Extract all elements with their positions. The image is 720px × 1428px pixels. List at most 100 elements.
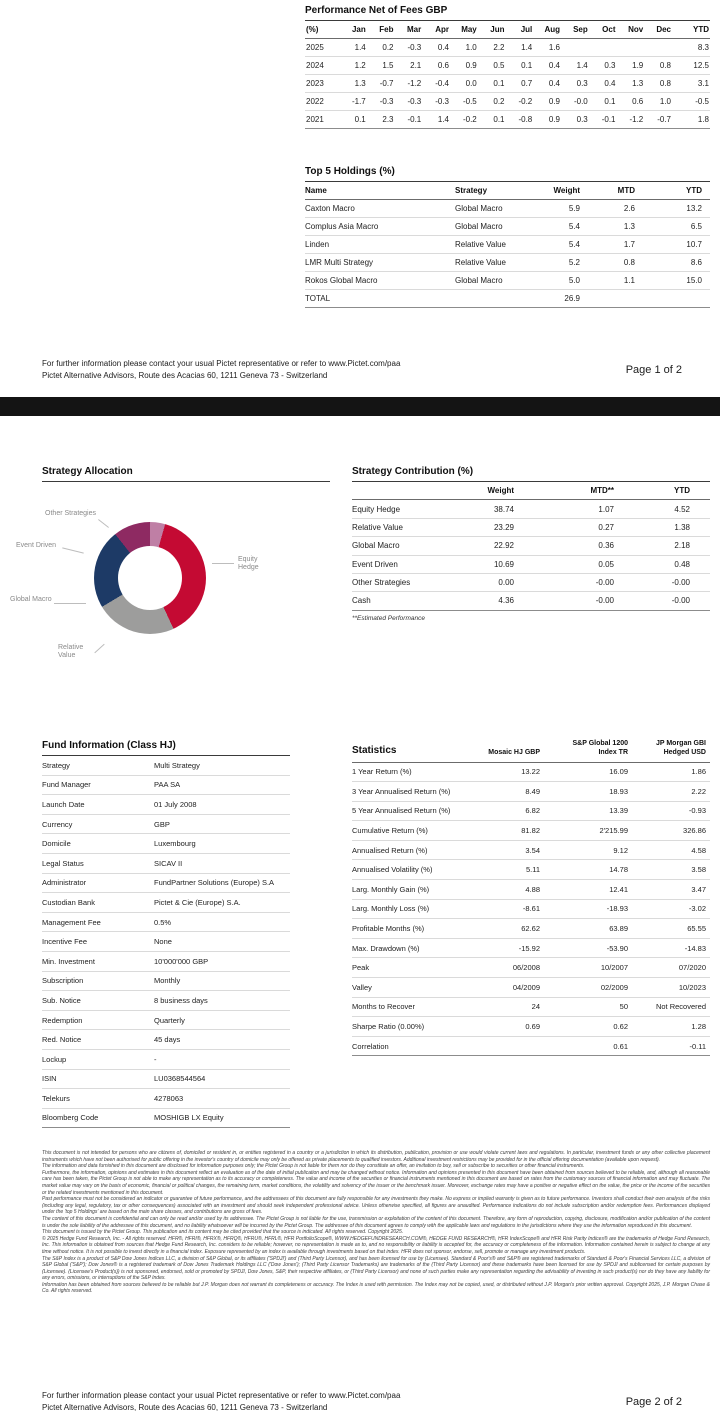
table-row: Lockup - [42, 1049, 290, 1069]
disclaimer-text: This document is not intended for person… [42, 1150, 710, 1295]
table-row: Administrator FundPartner Solutions (Euro… [42, 873, 290, 893]
table-row: Redemption Quarterly [42, 1010, 290, 1030]
column-header: Statistics [352, 745, 397, 756]
footer-address-line: Pictet Alternative Advisors, Route des A… [42, 1403, 328, 1413]
donut-label-equity-hedge: Equity Hedge [238, 556, 259, 572]
table-row: Min. Investment 10'000'000 GBP [42, 951, 290, 972]
column-header: Weight [487, 486, 514, 496]
holdings-section: Top 5 Holdings (%) Name Strategy Weight MTD… [305, 166, 710, 308]
donut-label-event-driven: Event Driven [16, 542, 57, 549]
statistics-section: Statistics Mosaic HJ GBP S&P Global 1200 I… [352, 738, 710, 1056]
performance-table: (%) Jan Feb Mar Apr May Jun Jul Aug Sep Oct Nov Dec Y… [305, 21, 710, 129]
table-row: ISIN LU0368544564 [42, 1069, 290, 1089]
column-header: Aug [544, 25, 560, 34]
table-row: Red. Notice 45 days [42, 1030, 290, 1050]
table-row: Custodian Bank Pictet & Cie (Europe) S.A. [42, 893, 290, 913]
performance-section: Performance Net of Fees GBP (%) Jan Feb Mar… [305, 5, 710, 129]
table-row: Profitable Months (%) 62.62 63.89 65.55 [352, 919, 710, 939]
strategy-allocation-chart: Other Strategies Event Driven Global Mac… [0, 492, 340, 682]
column-header: May [461, 25, 477, 34]
strategy-contribution-section: Strategy Contribution (%) Weight MTD** YTD… [352, 466, 710, 622]
table-row: Equity Hedge 38.74 1.07 4.52 [352, 500, 710, 519]
estimated-performance-note: **Estimated Performance [352, 614, 425, 622]
column-header: Mar [407, 25, 422, 34]
table-row: Cumulative Return (%) 81.82 2'215.99 326.86 [352, 821, 710, 841]
donut-label-relative-value: Relative Value [58, 644, 84, 660]
column-header: (%) [306, 25, 319, 34]
table-row: 3 Year Annualised Return (%) 8.49 18.93 2.2… [352, 782, 710, 802]
table-row: Annualised Volatility (%) 5.11 14.78 3.58 [352, 860, 710, 880]
table-row: Currency GBP [42, 814, 290, 834]
table-row: Bloomberg Code MOSHIGB LX Equity [42, 1108, 290, 1128]
leader-line [54, 603, 86, 604]
table-row: Management Fee 0.5% [42, 912, 290, 932]
table-row: Other Strategies 0.00 -0.00 -0.00 [352, 573, 710, 592]
table-row: Complus Asia Macro Global Macro 5.4 1.3 6.5 [305, 218, 710, 236]
column-header: Name [305, 186, 327, 195]
page1-number: Page 1 of 2 [625, 364, 682, 376]
column-header: Jun [490, 25, 505, 34]
table-row: 5 Year Annualised Return (%) 6.82 13.39 -0.… [352, 801, 710, 821]
table-row: Telekurs 4278063 [42, 1089, 290, 1109]
table-row: 2024 1.2 1.5 2.1 0.6 0.9 0.5 0.1 0.4 1.4 0.3 1.9 0.8… [305, 57, 710, 75]
leader-line [98, 519, 109, 528]
column-header: YTD [693, 25, 709, 34]
fund-information-section: Fund Information (Class HJ) Strategy Mult… [42, 740, 290, 1128]
holdings-title: Top 5 Holdings (%) [305, 166, 710, 182]
column-header: S&P Global 1200 Index TR [572, 740, 628, 756]
table-row: Caxton Macro Global Macro 5.9 2.6 13.2 [305, 200, 710, 218]
column-header: Jan [351, 25, 366, 34]
column-header [352, 482, 462, 500]
column-header: Weight [553, 186, 580, 195]
page2-number: Page 2 of 2 [625, 1396, 682, 1408]
table-row: Launch Date 01 July 2008 [42, 795, 290, 815]
column-header: Strategy [455, 186, 488, 195]
column-header: JP Morgan GBI Hedged USD [655, 740, 706, 756]
table-row: Cash 4.36 -0.00 -0.00 [352, 592, 710, 611]
column-header: Jul [520, 25, 533, 34]
table-row: Valley 04/2009 02/2009 10/2023 [352, 978, 710, 998]
table-row: Peak 06/2008 10/2007 07/2020 [352, 958, 710, 978]
page-break-bar [0, 397, 720, 416]
column-header: Oct [602, 25, 616, 34]
table-row: LMR Multi Strategy Relative Value 5.2 0.8 8.… [305, 254, 710, 272]
table-row: Legal Status SICAV II [42, 853, 290, 874]
table-row: Domicile Luxembourg [42, 834, 290, 854]
column-header: YTD [686, 186, 702, 195]
column-header: MTD [617, 186, 635, 195]
performance-title: Performance Net of Fees GBP [305, 5, 710, 21]
column-header: Dec [656, 25, 671, 34]
column-header: MTD** [590, 486, 614, 496]
strategy-allocation-title: Strategy Allocation [42, 466, 330, 482]
table-row: TOTAL 26.9 [305, 290, 710, 308]
table-row: Subscription Monthly [42, 971, 290, 991]
footer-contact-line: For further information please contact y… [42, 359, 401, 368]
column-header: Mosaic HJ GBP [488, 748, 540, 756]
strategy-contribution-table: Weight MTD** YTD Equity Hedge 38.74 1.07 4.52 R… [352, 482, 710, 611]
leader-line [212, 563, 234, 564]
page2-footer: For further information please contact y… [42, 1390, 622, 1415]
table-row: Larg. Monthly Gain (%) 4.88 12.41 3.47 [352, 880, 710, 900]
table-row: Incentive Fee None [42, 932, 290, 952]
table-row: 2025 1.4 0.2 -0.3 0.4 1.0 2.2 1.4 1.6 8.3 [305, 39, 710, 57]
table-row: Linden Relative Value 5.4 1.7 10.7 [305, 236, 710, 254]
footer-contact-line: For further information please contact y… [42, 1391, 401, 1400]
page1-footer: For further information please contact y… [42, 358, 622, 383]
table-row: Months to Recover 24 50 Not Recovered [352, 997, 710, 1017]
table-row: Global Macro 22.92 0.36 2.18 [352, 537, 710, 555]
strategy-allocation-section: Strategy Allocation [42, 466, 330, 482]
table-row: Annualised Return (%) 3.54 9.12 4.58 [352, 840, 710, 860]
statistics-table: Statistics Mosaic HJ GBP S&P Global 1200 I… [352, 738, 710, 1056]
column-header: Nov [628, 25, 644, 34]
column-header: Apr [435, 25, 449, 34]
strategy-contribution-title: Strategy Contribution (%) [352, 466, 710, 482]
column-header: YTD [674, 486, 690, 496]
table-row: Fund Manager PAA SA [42, 775, 290, 795]
table-row: Max. Drawdown (%) -15.92 -53.90 -14.83 [352, 938, 710, 958]
table-row: Event Driven 10.69 0.05 0.48 [352, 555, 710, 574]
fund-information-table: Strategy Multi Strategy Fund Manager PAA SA… [42, 756, 290, 1128]
table-row: Strategy Multi Strategy [42, 756, 290, 776]
column-header: Feb [379, 25, 394, 34]
table-row: Rokos Global Macro Global Macro 5.0 1.1 15.0 [305, 272, 710, 290]
